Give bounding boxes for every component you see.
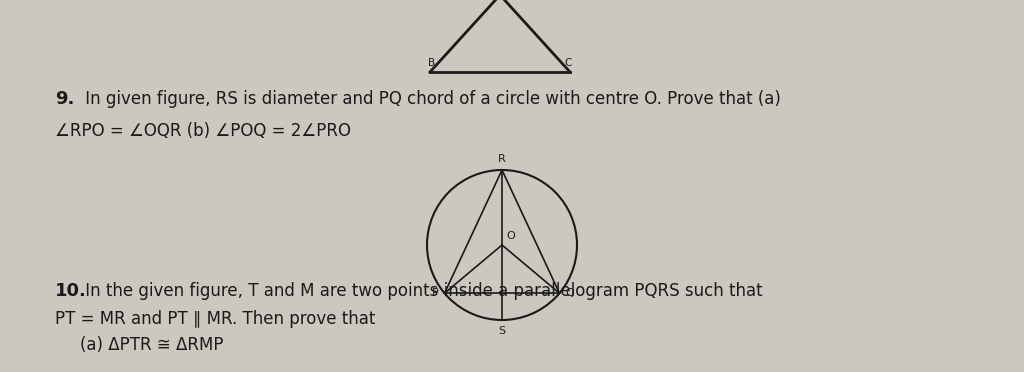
Text: (a) ΔPTR ≅ ΔRMP: (a) ΔPTR ≅ ΔRMP [80,336,223,354]
Text: O: O [506,231,515,241]
Text: In the given figure, T and M are two points inside a parallelogram PQRS such tha: In the given figure, T and M are two poi… [80,282,763,300]
Text: 10.: 10. [55,282,87,300]
Text: In given figure, RS is diameter and PQ chord of a circle with centre O. Prove th: In given figure, RS is diameter and PQ c… [80,90,781,108]
Text: ∠RPO = ∠OQR (b) ∠POQ = 2∠PRO: ∠RPO = ∠OQR (b) ∠POQ = 2∠PRO [55,122,351,140]
Text: C: C [564,58,571,68]
Text: Q: Q [565,288,574,298]
Text: B: B [428,58,435,68]
Text: S: S [499,326,506,336]
Text: P: P [432,288,438,298]
Text: R: R [498,154,506,164]
Text: 9.: 9. [55,90,75,108]
Text: PT = MR and PT ∥ MR. Then prove that: PT = MR and PT ∥ MR. Then prove that [55,310,376,328]
